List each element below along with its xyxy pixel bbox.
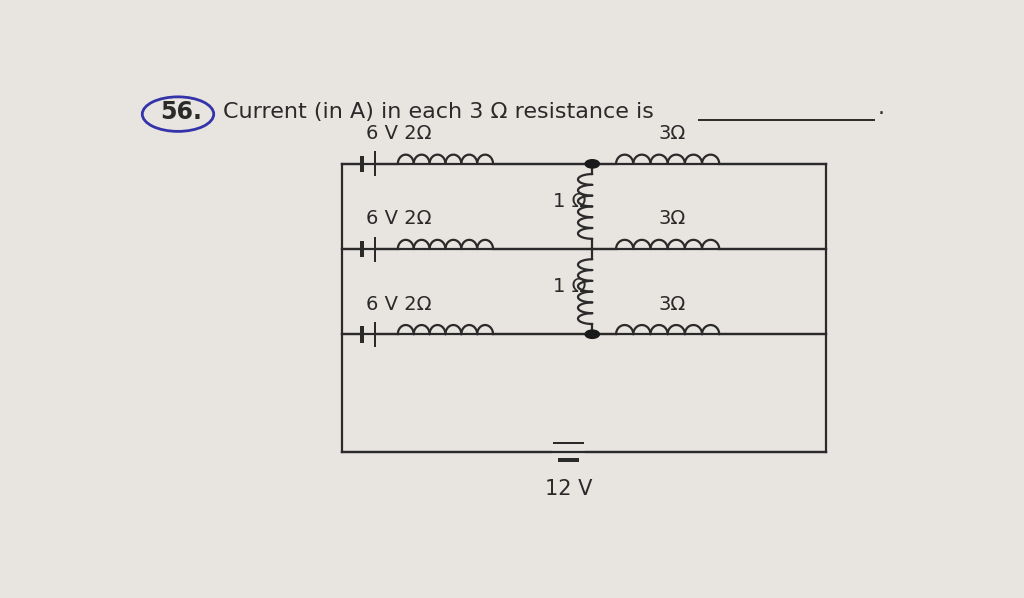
Text: 1 Ω: 1 Ω [553, 192, 587, 211]
Text: 3Ω: 3Ω [658, 124, 685, 143]
Text: 6 V 2Ω: 6 V 2Ω [367, 209, 431, 228]
Text: .: . [878, 98, 885, 118]
Circle shape [585, 160, 599, 168]
Text: 6 V 2Ω: 6 V 2Ω [367, 124, 431, 143]
Text: 3Ω: 3Ω [658, 294, 685, 313]
Text: 56.: 56. [160, 100, 202, 124]
Text: 6 V 2Ω: 6 V 2Ω [367, 294, 431, 313]
Circle shape [585, 330, 599, 338]
Text: 3Ω: 3Ω [658, 209, 685, 228]
Text: 12 V: 12 V [545, 479, 592, 499]
Text: Current (in A) in each 3 Ω resistance is: Current (in A) in each 3 Ω resistance is [223, 102, 654, 122]
Text: 1 Ω: 1 Ω [553, 277, 587, 296]
